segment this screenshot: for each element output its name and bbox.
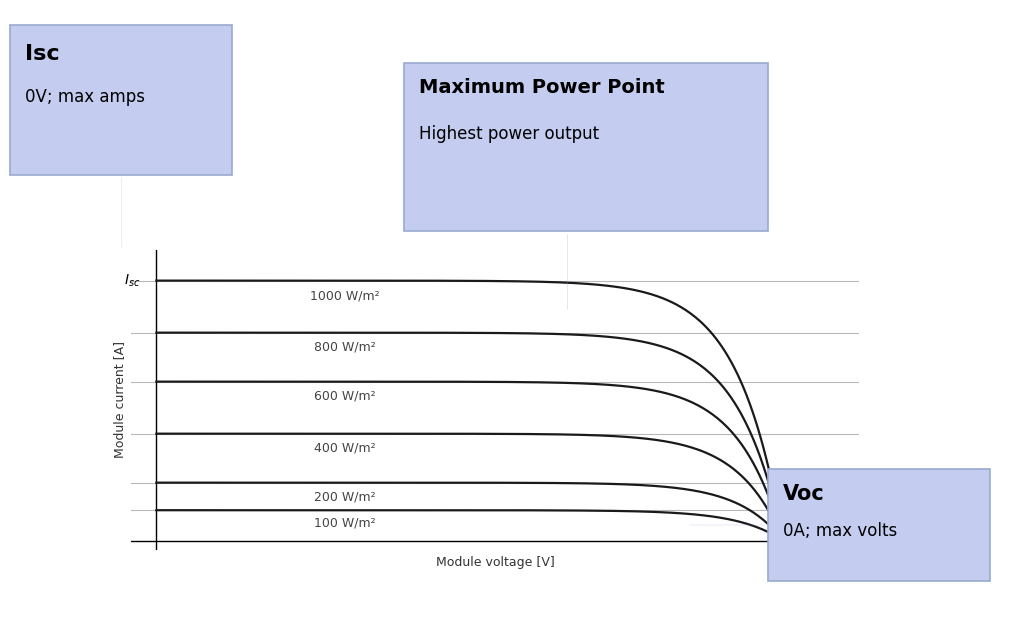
Text: $I_{sc}$: $I_{sc}$ [124,272,140,289]
Text: Isc: Isc [25,44,60,64]
Text: 0A; max volts: 0A; max volts [783,522,897,540]
Text: 800 W/m²: 800 W/m² [313,340,376,353]
Text: 0V; max amps: 0V; max amps [25,88,145,106]
Y-axis label: Module current [A]: Module current [A] [113,341,125,459]
X-axis label: Module voltage [V]: Module voltage [V] [435,556,554,569]
Text: 400 W/m²: 400 W/m² [314,441,376,454]
Text: Maximum Power Point: Maximum Power Point [419,78,665,97]
Text: 600 W/m²: 600 W/m² [314,389,376,402]
Text: $V_{oc}$: $V_{oc}$ [772,556,795,572]
Text: 100 W/m²: 100 W/m² [314,516,376,529]
Text: Highest power output: Highest power output [419,125,599,143]
Text: Voc: Voc [783,484,824,504]
Text: 200 W/m²: 200 W/m² [314,490,376,503]
Text: 1000 W/m²: 1000 W/m² [310,290,380,302]
